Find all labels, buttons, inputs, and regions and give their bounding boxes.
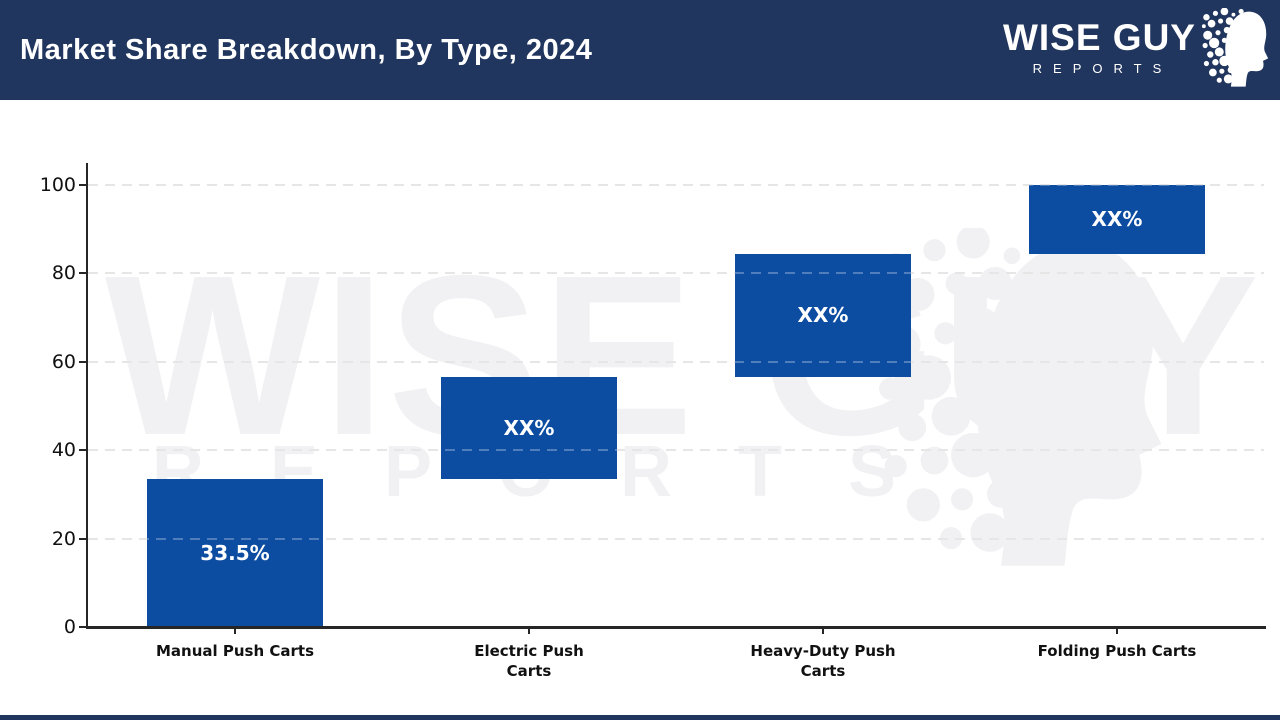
y-tick-label: 40 [51, 439, 76, 462]
bar-value-label: 33.5% [200, 540, 270, 565]
grid-line [88, 184, 1264, 187]
y-tick-label: 80 [51, 262, 76, 285]
bar: XX% [441, 377, 617, 479]
grid-line [88, 272, 1264, 275]
y-tick-label: 100 [39, 174, 76, 197]
grid-line-overlay [88, 360, 1264, 363]
x-tick-mark [822, 627, 824, 634]
grid-line-overlay [88, 537, 1264, 540]
bar-value-label: XX% [503, 416, 555, 441]
x-axis-label: Folding Push Carts [1037, 642, 1197, 660]
y-tick-label: 60 [51, 350, 76, 373]
footer-bar [0, 715, 1280, 720]
x-axis-label: Electric Push Carts [474, 642, 584, 681]
grid-line [88, 360, 1264, 363]
y-tick-mark [79, 360, 87, 363]
grid-line [88, 449, 1264, 452]
grid-line-overlay [88, 272, 1264, 275]
y-tick-mark [79, 626, 87, 628]
y-tick-mark [79, 272, 87, 275]
bar-value-label: XX% [1091, 207, 1143, 232]
x-axis-label: Manual Push Carts [155, 642, 315, 660]
page-title: Market Share Breakdown, By Type, 2024 [20, 33, 593, 66]
wiseguy-logo: WISE GUY REPORTS [1002, 17, 1196, 76]
bar: 33.5% [147, 478, 323, 627]
grid-line-overlay [88, 184, 1264, 187]
logo-wiseguy-text: WISE GUY [1002, 17, 1196, 58]
y-tick-mark [79, 537, 87, 540]
header-bar: Market Share Breakdown, By Type, 2024 WI… [0, 0, 1280, 100]
logo-reports-text: REPORTS [1032, 60, 1173, 76]
x-axis-spine [86, 626, 1266, 629]
grid-line-overlay [88, 449, 1264, 452]
bar: XX% [735, 253, 911, 378]
y-tick-mark [79, 184, 87, 187]
y-tick-label: 20 [51, 527, 76, 550]
x-tick-mark [1116, 627, 1118, 634]
x-tick-mark [528, 627, 530, 634]
x-tick-mark [234, 627, 236, 634]
x-axis-label: Heavy-Duty Push Carts [750, 642, 896, 681]
bar-value-label: XX% [797, 303, 849, 328]
y-tick-label: 0 [63, 616, 76, 638]
y-axis-spine [86, 163, 88, 629]
bar: XX% [1029, 185, 1205, 254]
grid-line [88, 537, 1264, 540]
y-tick-mark [79, 449, 87, 452]
wiseguy-face-icon [1201, 8, 1269, 87]
